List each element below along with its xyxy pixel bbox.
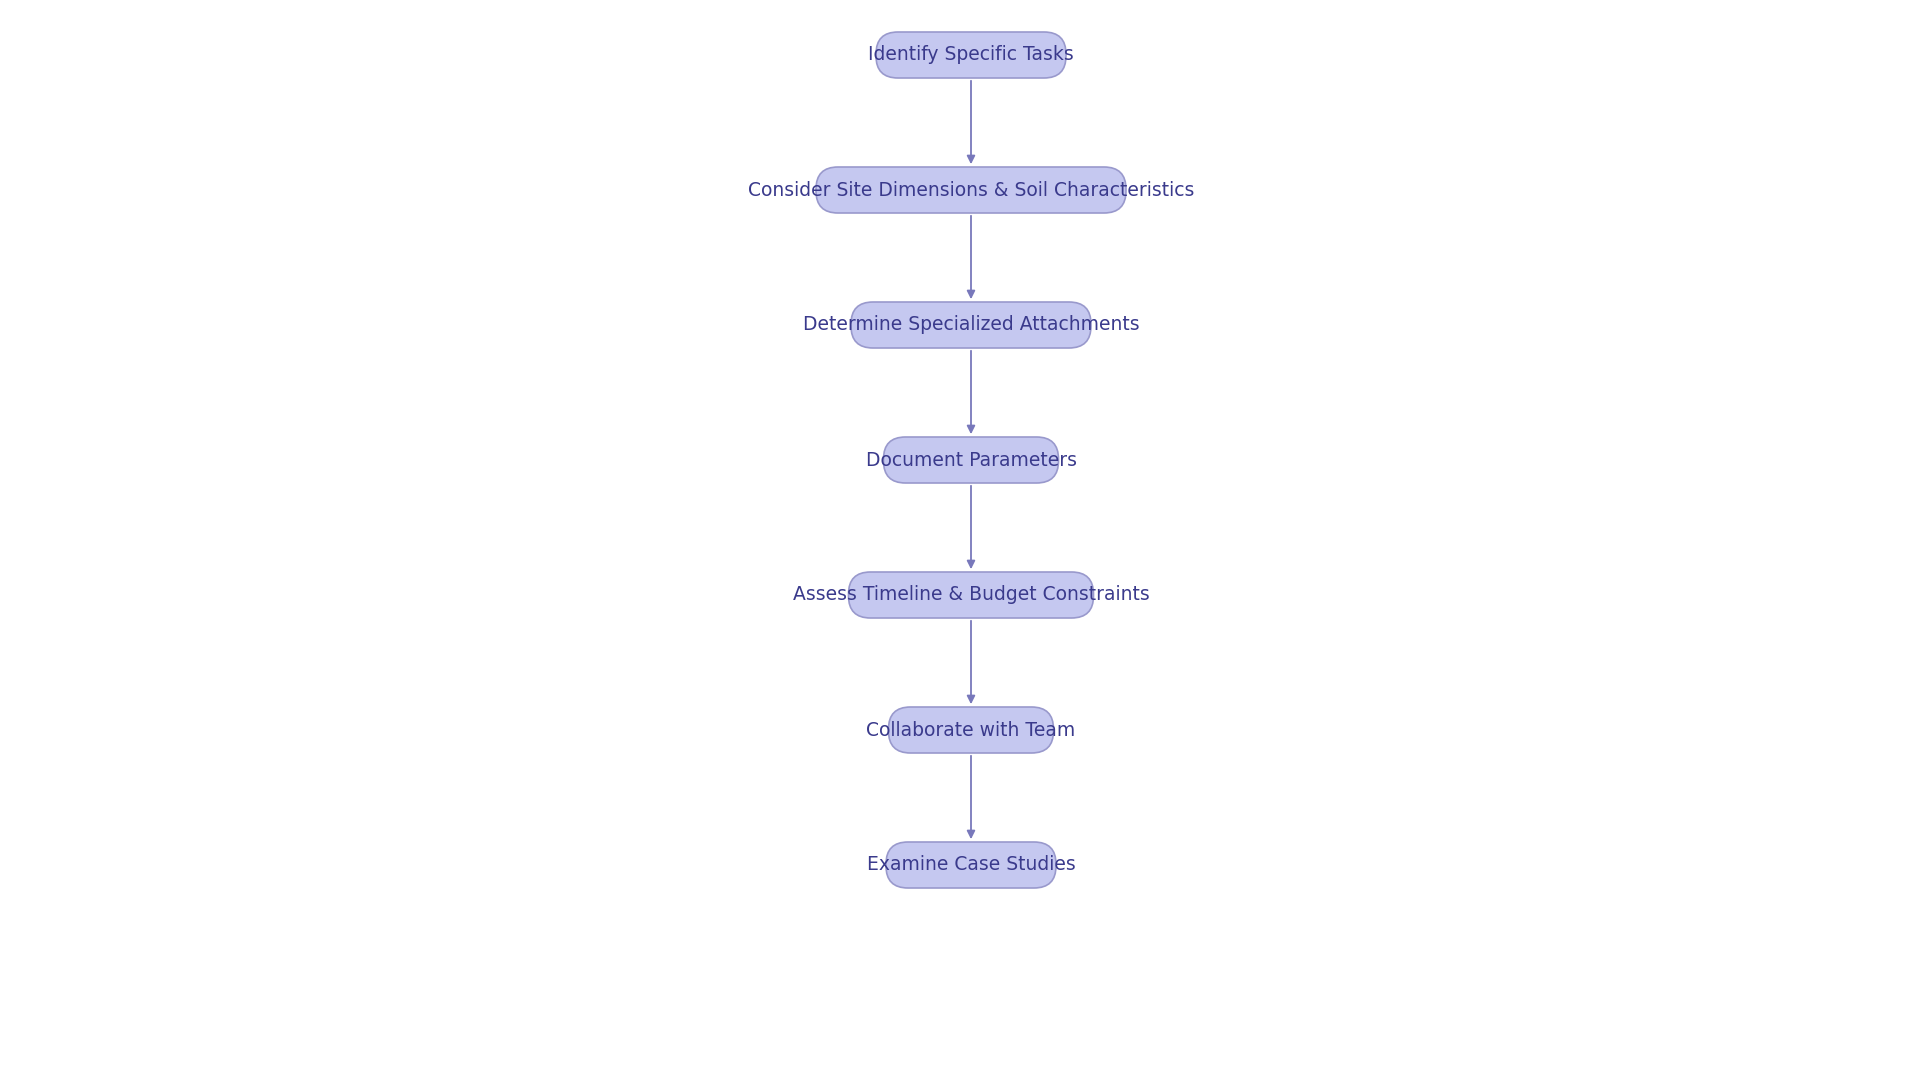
Text: Examine Case Studies: Examine Case Studies [866, 856, 1075, 874]
Text: Collaborate with Team: Collaborate with Team [866, 720, 1075, 740]
FancyBboxPatch shape [849, 572, 1094, 618]
Text: Assess Timeline & Budget Constraints: Assess Timeline & Budget Constraints [793, 586, 1150, 604]
Text: Identify Specific Tasks: Identify Specific Tasks [868, 45, 1073, 65]
FancyBboxPatch shape [851, 302, 1091, 348]
FancyBboxPatch shape [885, 841, 1056, 888]
Text: Consider Site Dimensions & Soil Characteristics: Consider Site Dimensions & Soil Characte… [747, 181, 1194, 199]
FancyBboxPatch shape [816, 167, 1125, 213]
FancyBboxPatch shape [876, 32, 1066, 78]
Text: Document Parameters: Document Parameters [866, 451, 1077, 470]
FancyBboxPatch shape [883, 438, 1058, 483]
Text: Determine Specialized Attachments: Determine Specialized Attachments [803, 315, 1139, 335]
FancyBboxPatch shape [889, 707, 1054, 753]
